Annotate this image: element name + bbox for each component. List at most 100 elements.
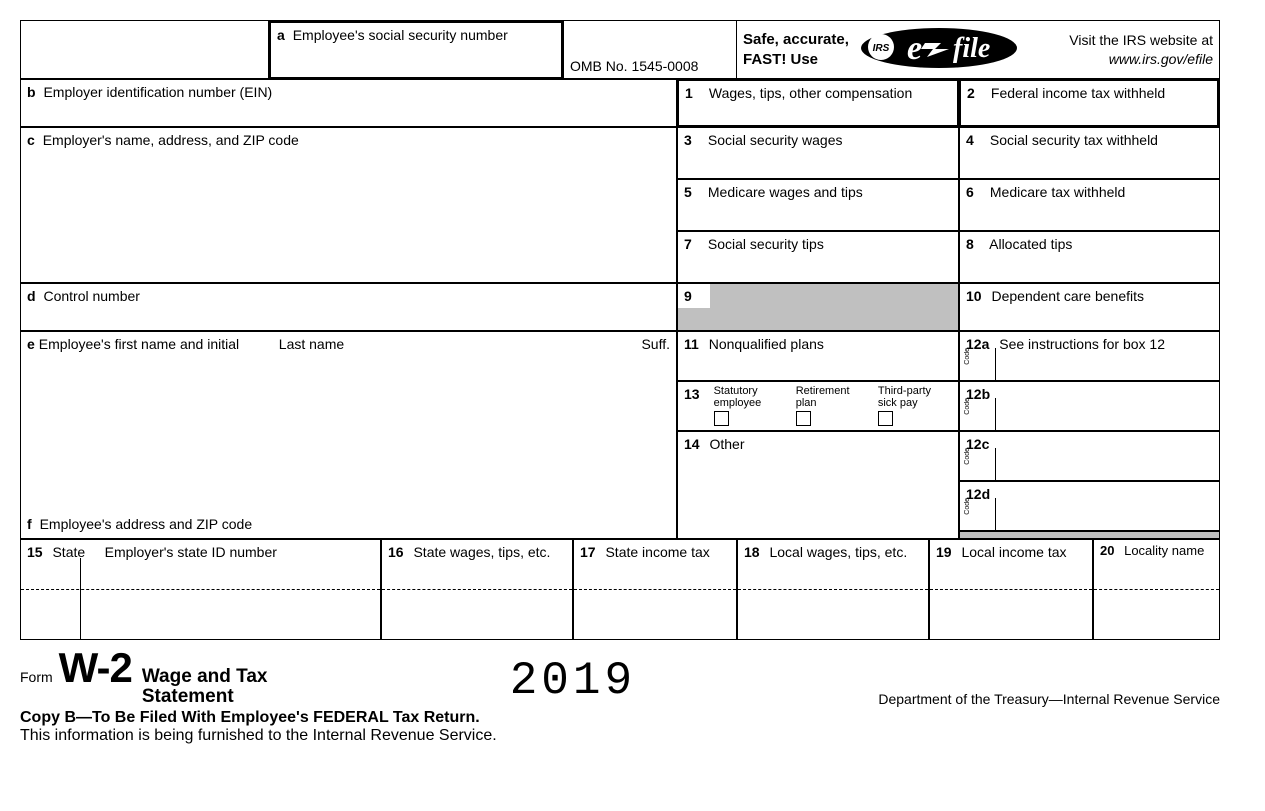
box-11-num: 11 bbox=[684, 335, 699, 353]
visit-line1: Visit the IRS website at bbox=[1029, 31, 1213, 49]
box-2-num: 2 bbox=[967, 84, 981, 102]
omb-label: OMB No. 1545-0008 bbox=[570, 57, 698, 75]
box-16: 16 State wages, tips, etc. bbox=[381, 539, 573, 639]
box-19-num: 19 bbox=[936, 543, 952, 561]
box-10-num: 10 bbox=[966, 287, 982, 305]
safe-text: Safe, accurate, FAST! Use bbox=[743, 30, 849, 69]
box-4-label: Social security tax withheld bbox=[990, 132, 1158, 148]
form-footer: Form W-2 Wage and Tax Statement 2019 Dep… bbox=[20, 644, 1220, 745]
box-13: 13 Statutory employee Retirement plan Th… bbox=[677, 381, 959, 431]
visit-text: Visit the IRS website at www.irs.gov/efi… bbox=[1029, 31, 1213, 67]
form-title-block: Form W-2 Wage and Tax Statement bbox=[20, 644, 267, 707]
box-14: 14 Other bbox=[677, 431, 959, 539]
box-d-label: Control number bbox=[43, 288, 140, 304]
box-18: 18 Local wages, tips, etc. bbox=[737, 539, 929, 639]
state-row: 15 State Employer's state ID number 16 S… bbox=[21, 539, 1219, 639]
box-20-label: Locality name bbox=[1124, 543, 1204, 558]
checkbox-retirement[interactable] bbox=[796, 411, 811, 426]
box-f-label: Employee's address and ZIP code bbox=[40, 516, 253, 532]
form-number: W-2 bbox=[59, 644, 132, 692]
box-13-num: 13 bbox=[684, 385, 700, 427]
boxes-3-8: 3 Social security wages 4 Social securit… bbox=[677, 127, 1219, 283]
boxes-12: 12a See instructions for box 12 Code 12b… bbox=[959, 331, 1219, 539]
box-16-label: State wages, tips, etc. bbox=[413, 544, 550, 560]
box-9: 9 bbox=[677, 283, 959, 331]
efile-cell: Safe, accurate, FAST! Use IRS e file Vis… bbox=[737, 21, 1219, 79]
row-c-block: c Employer's name, address, and ZIP code… bbox=[21, 127, 1219, 283]
box-1-label: Wages, tips, other compensation bbox=[709, 85, 912, 101]
svg-text:IRS: IRS bbox=[873, 43, 890, 54]
box-3-label: Social security wages bbox=[708, 132, 843, 148]
box-5-num: 5 bbox=[684, 183, 698, 201]
box-15: 15 State Employer's state ID number bbox=[21, 539, 381, 639]
row-ef-block: e Employee's first name and initial Last… bbox=[21, 331, 1219, 539]
header-blank-left bbox=[21, 21, 269, 79]
box-13-thirdparty: Third-party sick pay bbox=[878, 385, 952, 427]
svg-text:e: e bbox=[907, 30, 922, 67]
omb-cell: OMB No. 1545-0008 bbox=[563, 21, 737, 79]
box-20: 20 Locality name bbox=[1093, 539, 1219, 639]
box-6-label: Medicare tax withheld bbox=[990, 184, 1125, 200]
box-2: 2 Federal income tax withheld bbox=[959, 79, 1219, 127]
safe-line1: Safe, accurate, bbox=[743, 30, 849, 50]
box-11-label: Nonqualified plans bbox=[709, 336, 824, 352]
box-e-suff: Suff. bbox=[641, 335, 670, 512]
safe-line2: FAST! Use bbox=[743, 50, 849, 70]
box-6: 6 Medicare tax withheld bbox=[959, 179, 1219, 231]
box-5-label: Medicare wages and tips bbox=[708, 184, 863, 200]
box-8-num: 8 bbox=[966, 235, 980, 253]
box-f: f Employee's address and ZIP code bbox=[21, 515, 677, 539]
form-year: 2019 bbox=[267, 655, 878, 707]
header-row: a Employee's social security number OMB … bbox=[21, 21, 1219, 79]
box-e-label2: Last name bbox=[279, 335, 642, 512]
box-14-num: 14 bbox=[684, 435, 700, 453]
box-16-num: 16 bbox=[388, 543, 404, 561]
box-e: e Employee's first name and initial Last… bbox=[21, 331, 677, 515]
box-e-letter: e bbox=[27, 335, 35, 512]
row-b-1-2: b Employer identification number (EIN) 1… bbox=[21, 79, 1219, 127]
checkbox-thirdparty[interactable] bbox=[878, 411, 893, 426]
box-9-num: 9 bbox=[684, 287, 698, 305]
box-6-num: 6 bbox=[966, 183, 980, 201]
boxes-11-14: 11 Nonqualified plans 13 Statutory emplo… bbox=[677, 331, 959, 539]
form-word: Form bbox=[20, 669, 53, 685]
row-d-9-10: d Control number 9 10 Dependent care ben… bbox=[21, 283, 1219, 331]
box-3: 3 Social security wages bbox=[677, 127, 959, 179]
box-13-statutory: Statutory employee bbox=[714, 385, 788, 427]
box-b-letter: b bbox=[27, 84, 36, 100]
box-19: 19 Local income tax bbox=[929, 539, 1093, 639]
box-2-label: Federal income tax withheld bbox=[991, 85, 1165, 101]
box-4-num: 4 bbox=[966, 131, 980, 149]
box-d: d Control number bbox=[21, 283, 677, 331]
box-19-label: Local income tax bbox=[961, 544, 1066, 560]
box-8: 8 Allocated tips bbox=[959, 231, 1219, 283]
box-13-retirement: Retirement plan bbox=[796, 385, 870, 427]
box-a-letter: a bbox=[277, 27, 285, 43]
box-1: 1 Wages, tips, other compensation bbox=[677, 79, 959, 127]
box-17: 17 State income tax bbox=[573, 539, 737, 639]
box-18-num: 18 bbox=[744, 543, 760, 561]
box-12-grey bbox=[959, 531, 1219, 539]
box-d-letter: d bbox=[27, 288, 36, 304]
furnished-label: This information is being furnished to t… bbox=[20, 727, 1220, 745]
box-c: c Employer's name, address, and ZIP code bbox=[21, 127, 677, 283]
box-7-num: 7 bbox=[684, 235, 698, 253]
box-7: 7 Social security tips bbox=[677, 231, 959, 283]
w2-form: a Employee's social security number OMB … bbox=[20, 20, 1220, 640]
box-14-label: Other bbox=[709, 436, 744, 452]
form-subtitle: Wage and Tax Statement bbox=[142, 667, 268, 707]
box-c-label: Employer's name, address, and ZIP code bbox=[43, 132, 299, 148]
box-10-label: Dependent care benefits bbox=[991, 288, 1144, 304]
box-12a: 12a See instructions for box 12 Code bbox=[959, 331, 1219, 381]
box-b-label: Employer identification number (EIN) bbox=[43, 84, 272, 100]
copy-b-label: Copy B—To Be Filed With Employee's FEDER… bbox=[20, 709, 1220, 727]
box-7-label: Social security tips bbox=[708, 236, 824, 252]
box-15-ein: Employer's state ID number bbox=[105, 544, 277, 560]
box-3-num: 3 bbox=[684, 131, 698, 149]
box-17-num: 17 bbox=[580, 543, 596, 561]
box-18-label: Local wages, tips, etc. bbox=[769, 544, 907, 560]
box-10: 10 Dependent care benefits bbox=[959, 283, 1219, 331]
box-a-label: Employee's social security number bbox=[293, 27, 508, 43]
box-e-label1: Employee's first name and initial bbox=[39, 335, 279, 512]
checkbox-statutory[interactable] bbox=[714, 411, 729, 426]
